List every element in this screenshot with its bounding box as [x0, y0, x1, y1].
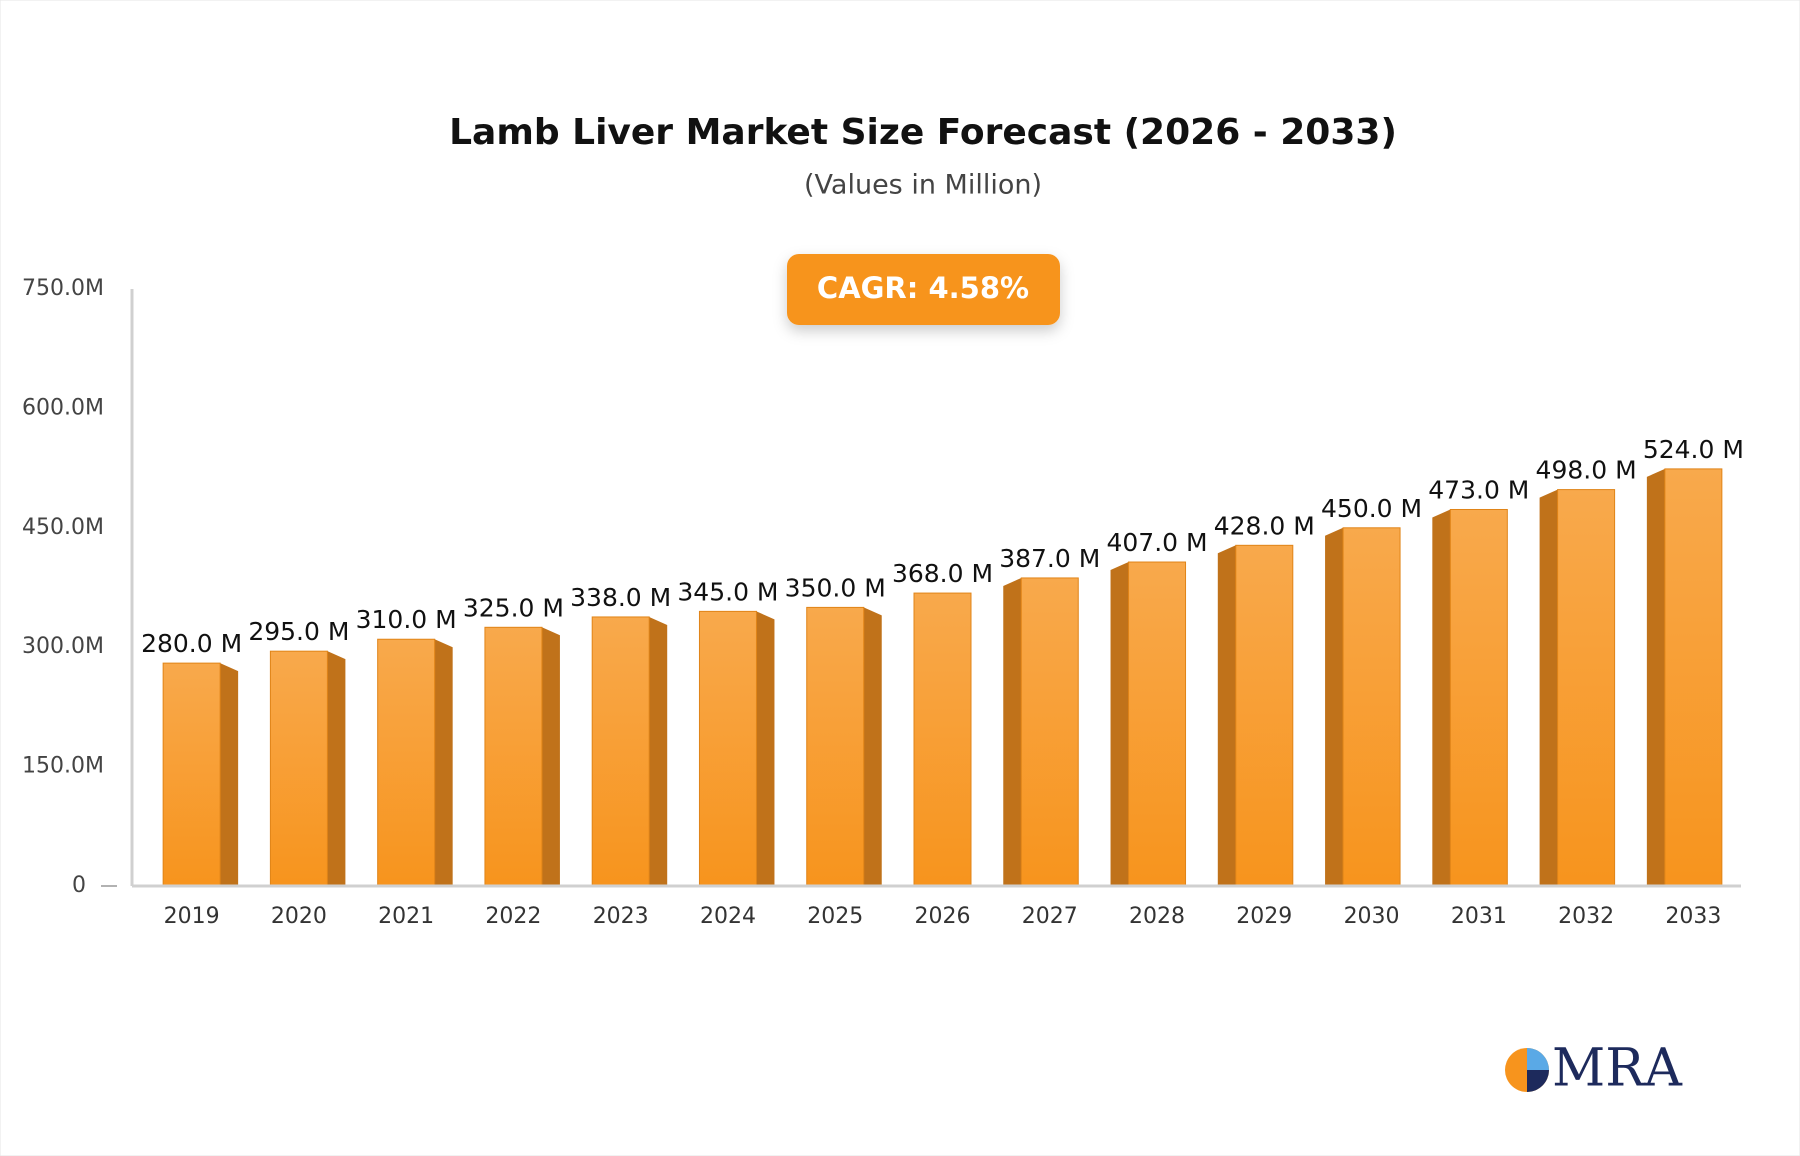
value-label: 498.0 M — [1536, 456, 1637, 485]
y-tick-label: 450.0M — [22, 515, 104, 540]
bar-side — [1217, 545, 1236, 886]
bar-side — [1432, 509, 1451, 886]
x-tick-label: 2029 — [1236, 904, 1292, 929]
bar — [1128, 561, 1187, 887]
bar-side — [1003, 577, 1022, 886]
x-tick-label: 2019 — [164, 904, 220, 929]
logo-text: MRA — [1552, 1039, 1683, 1099]
bar — [591, 616, 650, 887]
bar — [1235, 544, 1294, 887]
value-label: 325.0 M — [463, 593, 564, 622]
value-label: 368.0 M — [892, 559, 993, 588]
value-label: 428.0 M — [1214, 511, 1315, 540]
x-tick-label: 2023 — [593, 904, 649, 929]
x-tick-label: 2025 — [807, 904, 863, 929]
bar — [1020, 577, 1079, 887]
bar-side — [1325, 527, 1344, 886]
value-label: 295.0 M — [248, 617, 349, 646]
bar-side — [434, 639, 453, 886]
bar — [269, 650, 328, 887]
bar-side — [541, 627, 560, 886]
bar-side — [220, 663, 239, 886]
value-label: 350.0 M — [785, 573, 886, 602]
bar — [1664, 468, 1723, 887]
bar — [698, 610, 757, 887]
bar-side — [1110, 562, 1129, 886]
logo: MRA — [1505, 1039, 1683, 1099]
value-label: 280.0 M — [141, 629, 242, 658]
x-tick-label: 2022 — [485, 904, 541, 929]
x-tick-label: 2033 — [1665, 904, 1721, 929]
cagr-badge — [787, 254, 1060, 325]
x-tick-label: 2026 — [915, 904, 971, 929]
y-tick-label: 600.0M — [22, 395, 104, 420]
x-tick-label: 2021 — [378, 904, 434, 929]
x-tick-label: 2020 — [271, 904, 327, 929]
logo-slice — [1527, 1070, 1549, 1092]
y-tick-label: 300.0M — [22, 634, 104, 659]
value-label: 310.0 M — [356, 605, 457, 634]
bar-side — [863, 607, 882, 886]
y-tick-label: 150.0M — [22, 754, 104, 779]
bar — [913, 592, 972, 887]
value-label: 407.0 M — [1106, 528, 1207, 557]
logo-slice — [1527, 1048, 1549, 1070]
bar — [806, 606, 865, 887]
bar — [484, 626, 543, 887]
y-tick-label: 750.0M — [22, 276, 104, 301]
x-tick-label: 2031 — [1451, 904, 1507, 929]
bar-side — [327, 651, 346, 886]
value-label: 387.0 M — [999, 544, 1100, 573]
x-tick-label: 2030 — [1344, 904, 1400, 929]
chart-subtitle: (Values in Million) — [804, 170, 1042, 201]
value-label: 338.0 M — [570, 583, 671, 612]
chart-title: Lamb Liver Market Size Forecast (2026 - … — [449, 112, 1397, 153]
x-tick-label: 2028 — [1129, 904, 1185, 929]
value-label: 345.0 M — [677, 577, 778, 606]
cagr-text: CAGR: 4.58% — [817, 271, 1029, 305]
y-tick-label: 0 — [72, 873, 86, 898]
bar — [1342, 527, 1401, 887]
bar — [162, 662, 221, 887]
bar — [377, 638, 436, 887]
value-label: 450.0 M — [1321, 494, 1422, 523]
bar-side — [1539, 489, 1558, 886]
x-tick-label: 2024 — [700, 904, 756, 929]
bar-side — [1646, 468, 1665, 886]
bar-side — [649, 616, 668, 886]
value-label: 473.0 M — [1428, 475, 1529, 504]
x-tick-label: 2027 — [1022, 904, 1078, 929]
bar — [1449, 508, 1508, 887]
bar-side — [756, 611, 775, 886]
bar — [1557, 489, 1616, 887]
x-tick-label: 2032 — [1558, 904, 1614, 929]
value-label: 524.0 M — [1643, 435, 1744, 464]
